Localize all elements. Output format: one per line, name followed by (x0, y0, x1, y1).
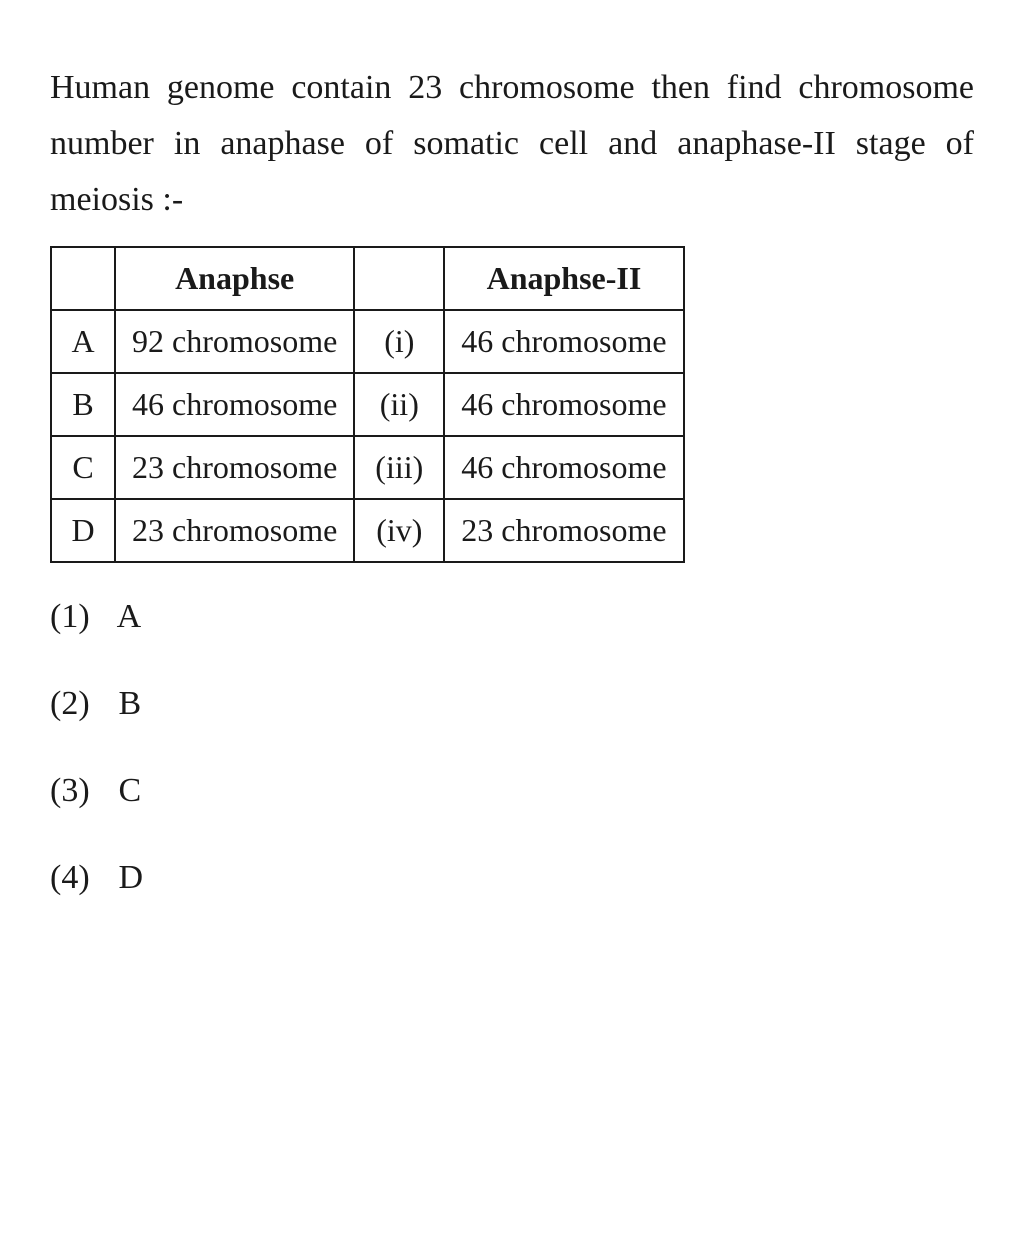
table-row: D 23 chromosome (iv) 23 chromosome (51, 499, 684, 562)
row-roman: (i) (354, 310, 444, 373)
option-number: (1) (50, 591, 110, 642)
row-roman: (iii) (354, 436, 444, 499)
option-label: A (117, 598, 142, 635)
table-row: B 46 chromosome (ii) 46 chromosome (51, 373, 684, 436)
row-anaphase2: 46 chromosome (444, 310, 683, 373)
row-anaphase: 92 chromosome (115, 310, 354, 373)
option-label: C (119, 772, 142, 809)
row-roman: (iv) (354, 499, 444, 562)
option-item: (4) D (50, 852, 974, 903)
row-anaphase: 46 chromosome (115, 373, 354, 436)
row-anaphase2: 23 chromosome (444, 499, 683, 562)
header-anaphase-ii: Anaphse-II (444, 247, 683, 310)
row-anaphase2: 46 chromosome (444, 373, 683, 436)
option-label: D (119, 859, 144, 896)
options-list: (1) A (2) B (3) C (4) D (50, 591, 974, 903)
data-table: Anaphse Anaphse-II A 92 chromosome (i) 4… (50, 246, 685, 563)
row-letter: A (51, 310, 115, 373)
option-item: (2) B (50, 678, 974, 729)
header-blank-2 (354, 247, 444, 310)
option-number: (2) (50, 678, 110, 729)
option-number: (3) (50, 765, 110, 816)
option-label: B (119, 685, 142, 722)
header-blank-1 (51, 247, 115, 310)
row-letter: D (51, 499, 115, 562)
table-row: C 23 chromosome (iii) 46 chromosome (51, 436, 684, 499)
row-letter: B (51, 373, 115, 436)
option-number: (4) (50, 852, 110, 903)
table-header-row: Anaphse Anaphse-II (51, 247, 684, 310)
row-roman: (ii) (354, 373, 444, 436)
row-anaphase: 23 chromosome (115, 499, 354, 562)
option-item: (1) A (50, 591, 974, 642)
table-row: A 92 chromosome (i) 46 chromosome (51, 310, 684, 373)
row-anaphase2: 46 chromosome (444, 436, 683, 499)
question-text: Human genome contain 23 chromosome then … (50, 60, 974, 228)
option-item: (3) C (50, 765, 974, 816)
row-letter: C (51, 436, 115, 499)
header-anaphase: Anaphse (115, 247, 354, 310)
row-anaphase: 23 chromosome (115, 436, 354, 499)
